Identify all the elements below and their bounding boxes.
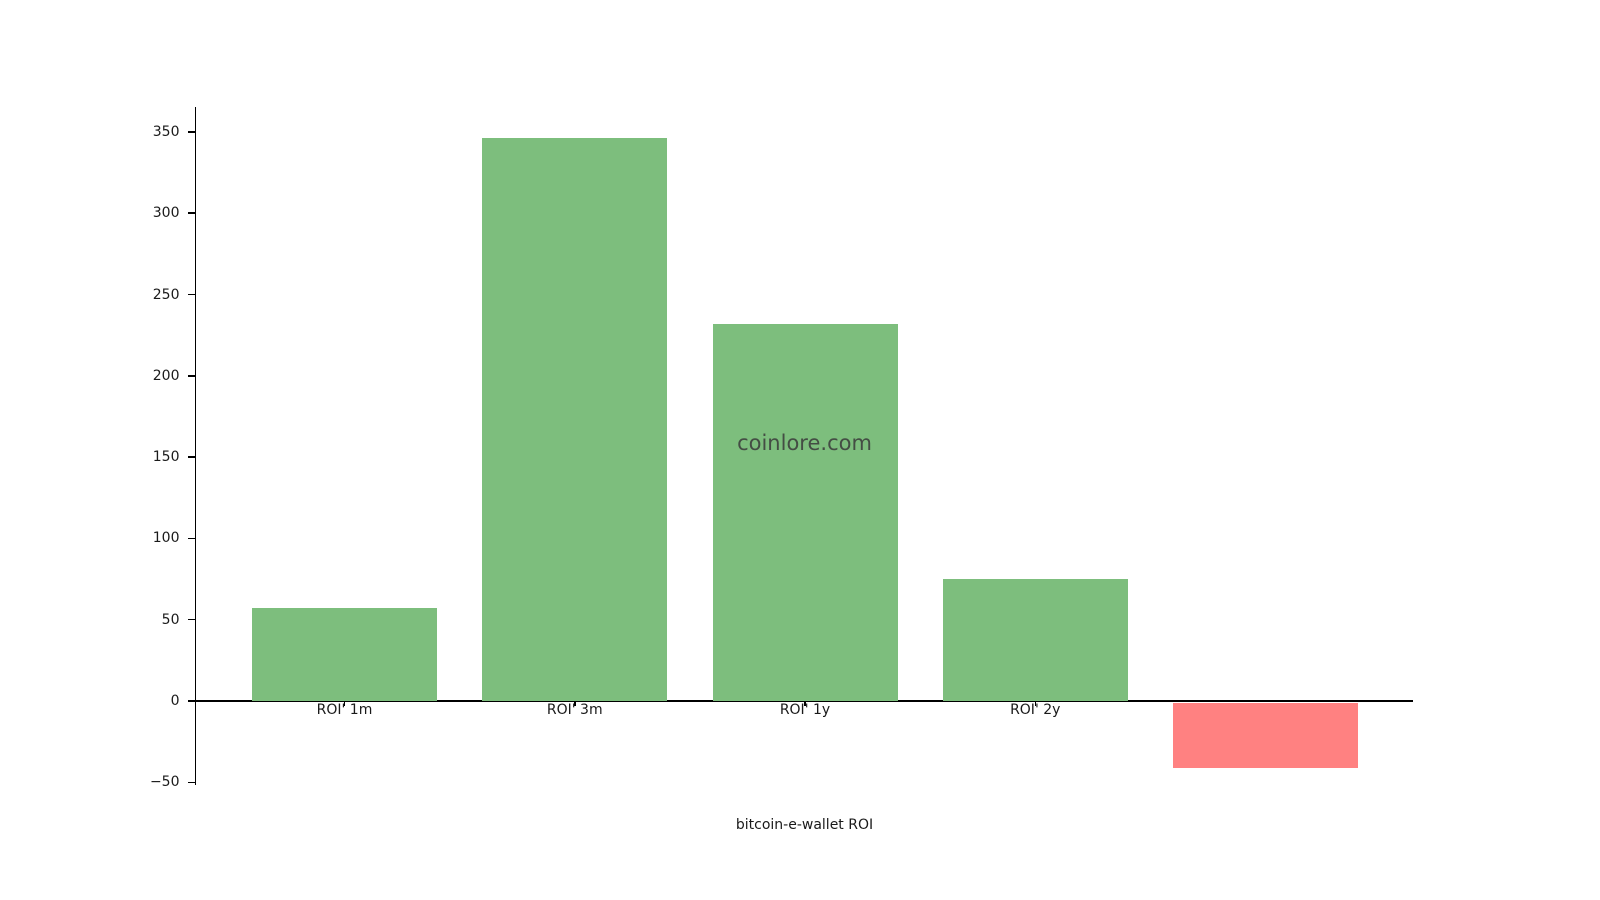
y-tick-mark — [187, 375, 195, 377]
x-tick-mark — [1034, 701, 1036, 706]
y-tick-mark — [187, 131, 195, 133]
x-axis-label: ROI' 1m — [316, 702, 373, 718]
y-tick-label: 50 — [161, 611, 180, 628]
y-tick-mark — [187, 456, 195, 458]
bar-roi-3m — [482, 138, 668, 701]
y-tick-mark — [187, 293, 195, 296]
x-axis-label: ROI' 2y — [1010, 702, 1061, 718]
x-axis-label: ROI' 1y — [779, 702, 831, 718]
y-axis-line — [194, 107, 196, 785]
chart-title: bitcoin-e-wallet ROI — [735, 817, 874, 833]
y-tick-label: −50 — [149, 774, 180, 791]
y-tick-label: 100 — [152, 530, 180, 547]
bar-roi-1m — [252, 608, 437, 701]
x-tick-mark — [574, 701, 576, 706]
x-axis-label: ROI' 3m — [546, 702, 603, 718]
bar-roi-1y — [712, 323, 898, 701]
y-tick-mark — [187, 618, 195, 621]
y-tick-label: 200 — [152, 367, 180, 384]
bar-5 — [1173, 703, 1358, 768]
bar-roi-2y — [942, 579, 1128, 701]
x-tick-mark — [804, 701, 806, 706]
y-tick-label: 350 — [152, 123, 180, 140]
y-tick-mark — [187, 781, 195, 784]
y-tick-mark — [187, 700, 195, 702]
x-tick-mark — [343, 701, 346, 706]
y-tick-label: 0 — [170, 693, 180, 709]
y-tick-mark — [187, 537, 195, 540]
y-tick-label: 150 — [152, 449, 180, 466]
y-tick-label: 250 — [152, 286, 180, 303]
watermark-text: coinlore.com — [737, 431, 872, 455]
y-tick-label: 300 — [152, 205, 180, 222]
y-tick-mark — [187, 212, 195, 214]
